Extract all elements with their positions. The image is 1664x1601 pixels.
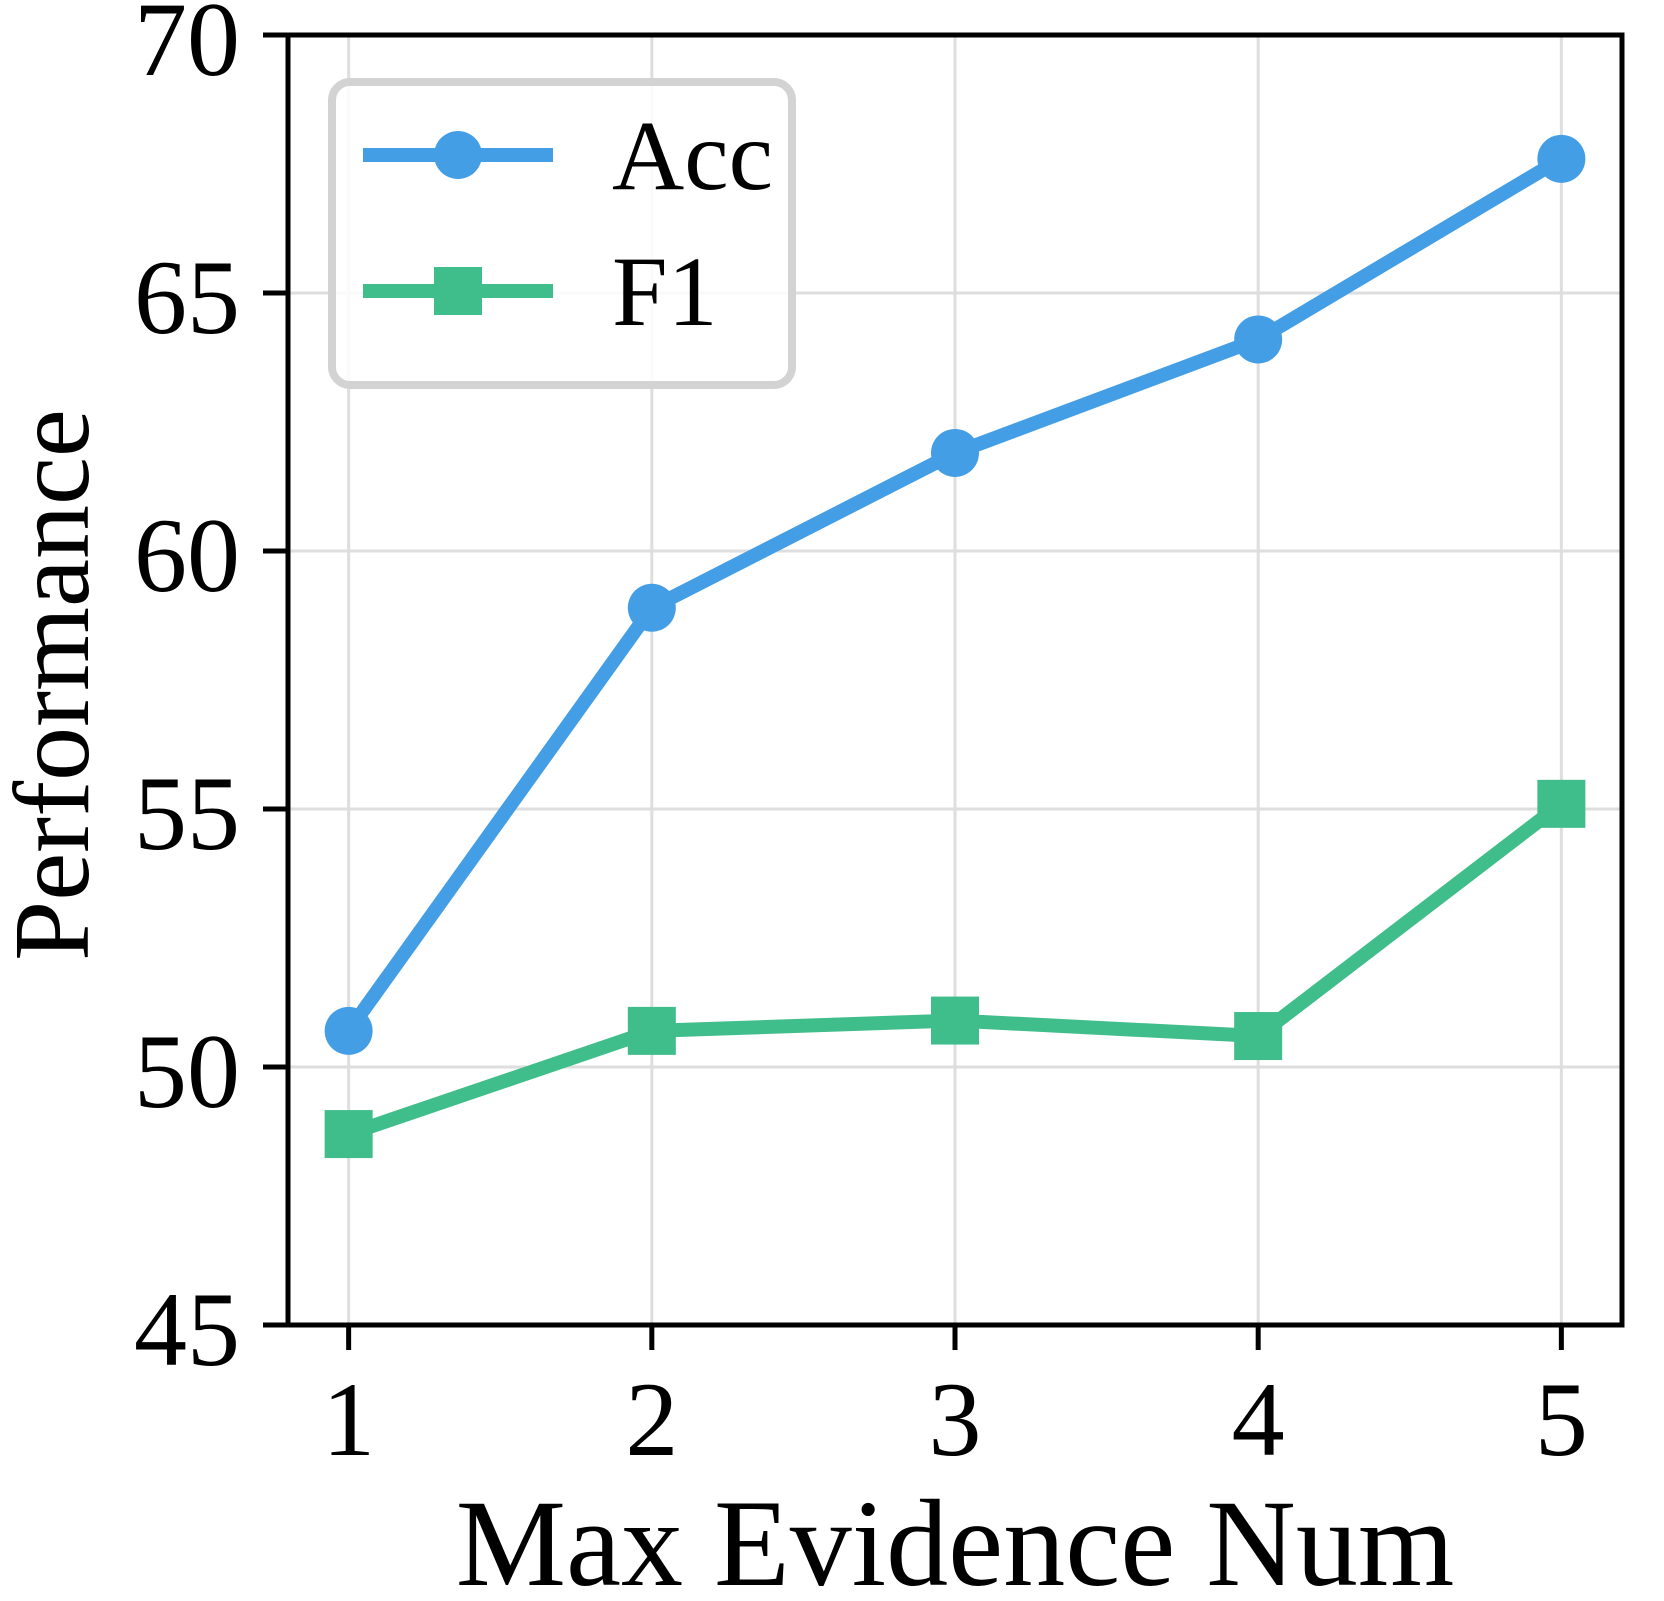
data-point-f1 [1537,779,1586,828]
data-point-f1 [931,996,979,1045]
legend-marker-circle [434,131,482,179]
data-point-f1 [627,1006,676,1055]
y-tick-label: 65 [134,239,240,356]
x-tick-label: 2 [625,1361,678,1478]
legend-label-f1: F1 [612,236,718,347]
y-tick-label: 45 [134,1271,240,1388]
data-series [324,134,1586,1159]
data-point-f1 [324,1110,373,1159]
data-point-acc [1234,315,1283,364]
x-tick-label: 3 [929,1361,982,1478]
data-point-acc [324,1006,373,1055]
x-axis-label: Max Evidence Num [456,1475,1455,1596]
x-tick-label: 1 [322,1361,375,1478]
data-point-acc [931,428,979,477]
data-point-acc [1537,134,1586,183]
legend-markers [363,131,553,315]
legend-marker-square [434,267,482,315]
y-axis-label: Performance [0,409,112,961]
y-tick-label: 70 [134,0,240,98]
y-tick-label: 60 [134,497,240,614]
x-tick-label: 5 [1535,1361,1588,1478]
y-tick-label: 50 [134,1013,240,1130]
y-tick-label: 55 [134,755,240,872]
legend: Acc F1 [328,78,796,389]
data-point-acc [627,583,676,632]
data-point-f1 [1234,1012,1283,1061]
x-tick-label: 4 [1232,1361,1285,1478]
legend-label-acc: Acc [612,100,773,211]
